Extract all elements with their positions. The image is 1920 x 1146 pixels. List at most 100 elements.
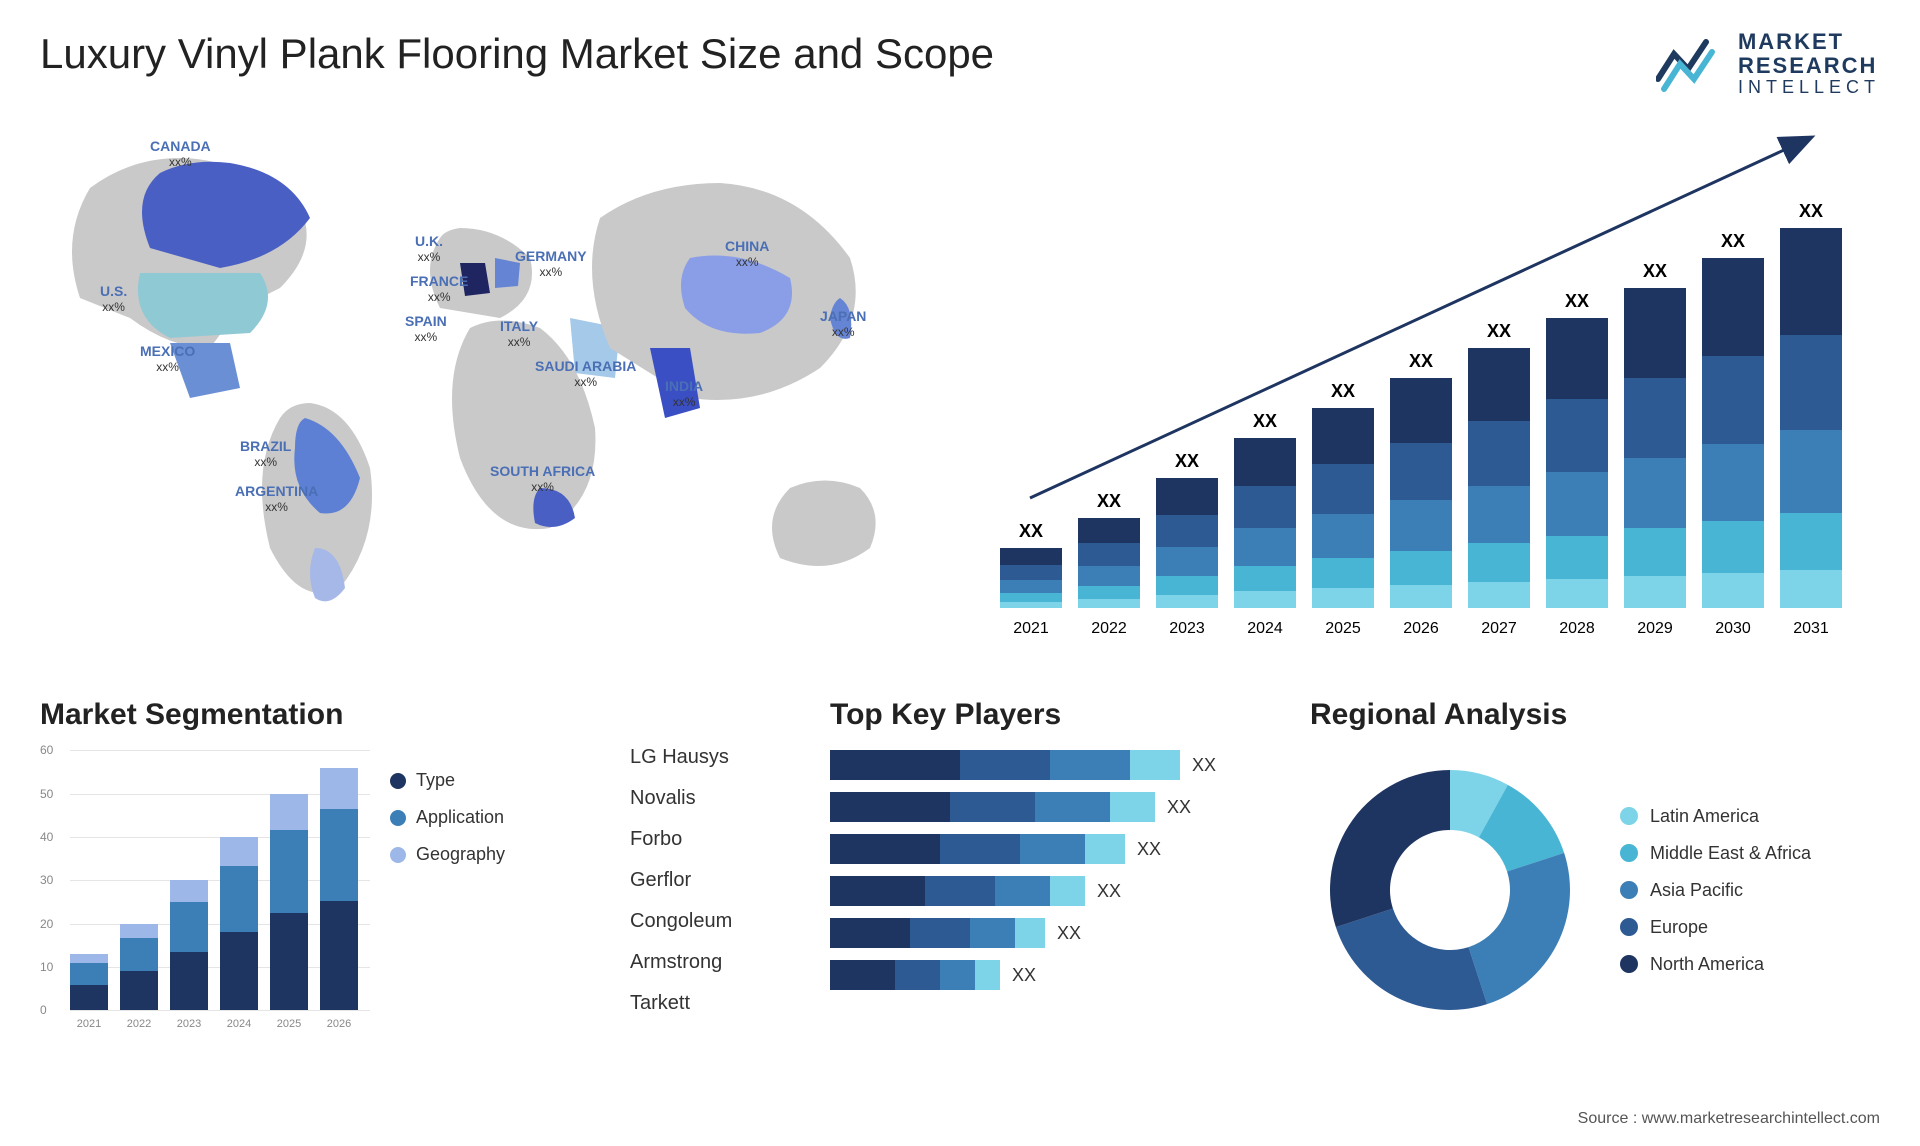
world-map [40, 118, 960, 658]
main-bar-2029: XX2029 [1624, 261, 1686, 608]
main-bar-year: 2024 [1234, 620, 1296, 638]
main-bar-year: 2022 [1078, 620, 1140, 638]
regional-legend-item: Asia Pacific [1620, 880, 1811, 901]
map-label-italy: ITALYxx% [500, 318, 538, 349]
main-bar-value: XX [1253, 411, 1277, 432]
main-bar-value: XX [1565, 291, 1589, 312]
seg-bar-2024: 2024 [220, 837, 258, 1010]
seg-year: 2026 [320, 1018, 358, 1030]
seg-ytick: 10 [40, 960, 53, 974]
company-item: Tarkett [630, 992, 810, 1015]
seg-legend-item: Geography [390, 844, 505, 865]
main-bar-year: 2029 [1624, 620, 1686, 638]
main-bar-2025: XX2025 [1312, 381, 1374, 608]
seg-ytick: 50 [40, 787, 53, 801]
main-bar-2031: XX2031 [1780, 201, 1842, 608]
main-bar-value: XX [1175, 451, 1199, 472]
main-bar-2026: XX2026 [1390, 351, 1452, 608]
main-bar-year: 2025 [1312, 620, 1374, 638]
map-label-mexico: MEXICOxx% [140, 343, 195, 374]
main-bar-year: 2031 [1780, 620, 1842, 638]
player-value: XX [1167, 797, 1191, 818]
main-bar-value: XX [1799, 201, 1823, 222]
map-label-japan: JAPANxx% [820, 308, 866, 339]
seg-bar-2025: 2025 [270, 794, 308, 1011]
main-bar-2030: XX2030 [1702, 231, 1764, 608]
company-item: Forbo [630, 828, 810, 851]
player-value: XX [1097, 881, 1121, 902]
regional-legend: Latin America Middle East & Africa Asia Pa… [1620, 806, 1811, 975]
seg-bar-2026: 2026 [320, 768, 358, 1011]
seg-ytick: 20 [40, 917, 53, 931]
seg-ytick: 40 [40, 830, 53, 844]
players-title: Top Key Players [830, 698, 1290, 732]
seg-ytick: 30 [40, 873, 53, 887]
map-label-canada: CANADAxx% [150, 138, 211, 169]
main-bar-value: XX [1487, 321, 1511, 342]
regional-legend-item: Latin America [1620, 806, 1811, 827]
player-row: XX [830, 792, 1290, 822]
segmentation-panel: Market Segmentation 0102030405060 202120… [40, 698, 610, 1033]
main-bar-year: 2028 [1546, 620, 1608, 638]
seg-ytick: 0 [40, 1003, 47, 1017]
main-bar-chart: XX2021XX2022XX2023XX2024XX2025XX2026XX20… [990, 118, 1860, 658]
seg-legend-item: Type [390, 770, 505, 791]
seg-year: 2023 [170, 1018, 208, 1030]
seg-year: 2024 [220, 1018, 258, 1030]
player-value: XX [1057, 923, 1081, 944]
main-bar-2021: XX2021 [1000, 521, 1062, 608]
seg-year: 2022 [120, 1018, 158, 1030]
main-bar-value: XX [1409, 351, 1433, 372]
player-value: XX [1137, 839, 1161, 860]
main-bar-2028: XX2028 [1546, 291, 1608, 608]
main-bar-2023: XX2023 [1156, 451, 1218, 608]
player-row: XX [830, 876, 1290, 906]
donut-slice [1330, 770, 1450, 927]
map-label-southafrica: SOUTH AFRICAxx% [490, 463, 595, 494]
source-text: Source : www.marketresearchintellect.com [1578, 1110, 1880, 1128]
main-bar-year: 2026 [1390, 620, 1452, 638]
map-label-saudiarabia: SAUDI ARABIAxx% [535, 358, 636, 389]
map-label-brazil: BRAZILxx% [240, 438, 291, 469]
map-label-china: CHINAxx% [725, 238, 769, 269]
main-bar-2027: XX2027 [1468, 321, 1530, 608]
company-item: Congoleum [630, 910, 810, 933]
map-label-spain: SPAINxx% [405, 313, 447, 344]
main-bar-year: 2027 [1468, 620, 1530, 638]
player-row: XX [830, 750, 1290, 780]
company-item: LG Hausys [630, 746, 810, 769]
company-item: Novalis [630, 787, 810, 810]
seg-legend-item: Application [390, 807, 505, 828]
main-bar-year: 2021 [1000, 620, 1062, 638]
player-value: XX [1012, 965, 1036, 986]
donut-slice [1336, 909, 1487, 1010]
seg-ytick: 60 [40, 743, 53, 757]
logo-icon [1656, 34, 1726, 94]
player-value: XX [1192, 755, 1216, 776]
player-row: XX [830, 834, 1290, 864]
main-bar-value: XX [1721, 231, 1745, 252]
segmentation-chart: 0102030405060 202120222023202420252026 [40, 750, 370, 1030]
main-bar-value: XX [1097, 491, 1121, 512]
player-row: XX [830, 918, 1290, 948]
seg-bar-2023: 2023 [170, 880, 208, 1010]
map-label-us: U.S.xx% [100, 283, 127, 314]
map-label-uk: U.K.xx% [415, 233, 443, 264]
main-bar-year: 2030 [1702, 620, 1764, 638]
donut-slice [1469, 853, 1570, 1004]
main-bar-value: XX [1019, 521, 1043, 542]
main-bar-2022: XX2022 [1078, 491, 1140, 608]
regional-panel: Regional Analysis Latin America Middle Ea… [1310, 698, 1870, 1033]
player-row: XX [830, 960, 1290, 990]
company-item: Armstrong [630, 951, 810, 974]
main-bar-value: XX [1331, 381, 1355, 402]
logo-line1: MARKET [1738, 30, 1880, 54]
main-bar-year: 2023 [1156, 620, 1218, 638]
company-item: Gerflor [630, 869, 810, 892]
regional-legend-item: Middle East & Africa [1620, 843, 1811, 864]
map-label-india: INDIAxx% [665, 378, 703, 409]
logo: MARKET RESEARCH INTELLECT [1656, 30, 1880, 98]
regional-legend-item: North America [1620, 954, 1811, 975]
main-bar-value: XX [1643, 261, 1667, 282]
regional-title: Regional Analysis [1310, 698, 1870, 732]
